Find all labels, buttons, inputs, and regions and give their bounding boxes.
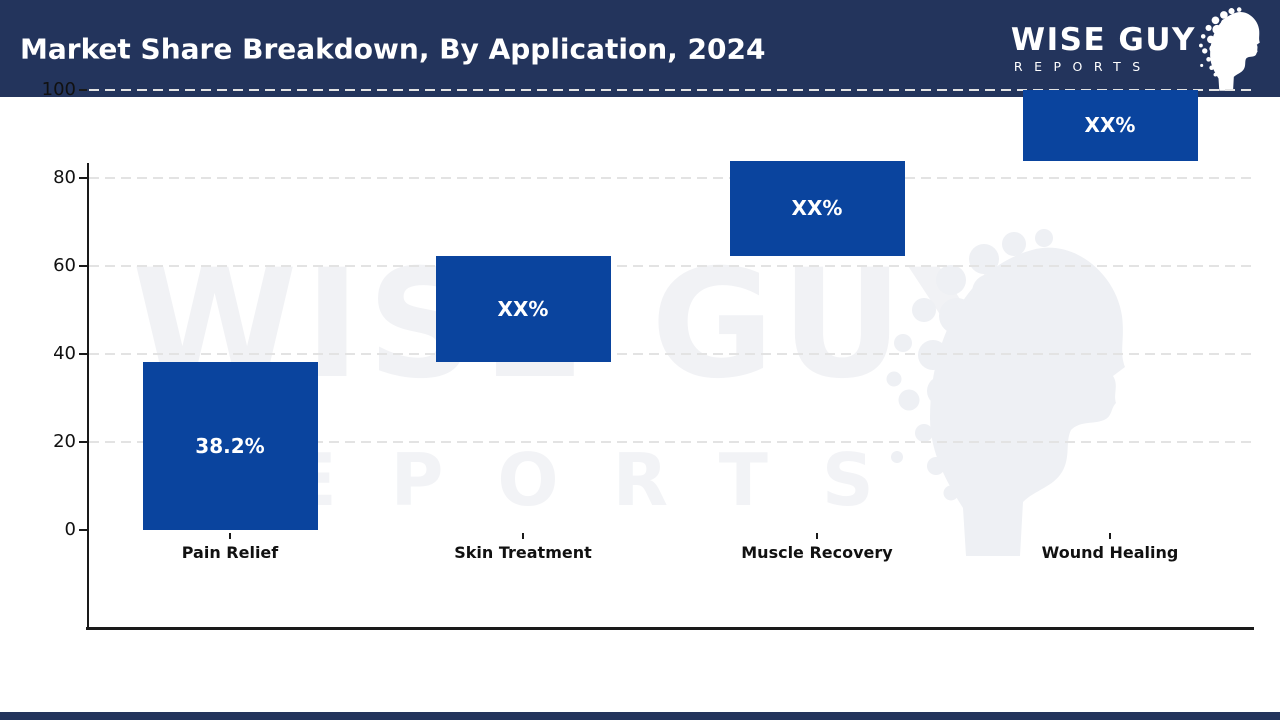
x-tick (1109, 533, 1111, 539)
chart-plot-area: 0 20 40 60 80 100 Pain Relief Skin Treatment Mus… (41, 79, 1253, 562)
y-tick-0 (79, 529, 87, 531)
y-tick-label: 40 (53, 343, 76, 364)
gridline-20 (89, 441, 1253, 443)
page-title: Market Share Breakdown, By Application, … (20, 32, 766, 65)
y-tick-80 (79, 177, 87, 179)
brand-logo: WISE GUY REPORTS (1011, 4, 1270, 94)
footer-bar (0, 712, 1280, 720)
y-tick-label: 20 (53, 431, 76, 452)
x-tick-label: Wound Healing (1041, 543, 1179, 562)
x-tick (229, 533, 231, 539)
x-tick-label: Pain Relief (181, 543, 279, 562)
y-axis-spine (87, 163, 89, 629)
y-tick-label: 80 (53, 167, 76, 188)
brand-logo-line1: WISE GUY (1010, 22, 1196, 59)
dotted-head-icon (1190, 5, 1270, 93)
bar-wound-healing: XX% (1022, 90, 1198, 161)
bar-muscle-recovery: XX% (729, 160, 905, 256)
brand-logo-line2: REPORTS (1013, 58, 1152, 74)
x-axis-spine (86, 627, 1254, 630)
x-tick-label: Skin Treatment (454, 543, 592, 562)
bar-value-label: XX% (791, 196, 843, 221)
y-tick-label: 60 (53, 255, 76, 276)
bar-value-label: 38.2% (195, 433, 265, 458)
x-tick (522, 533, 524, 539)
y-tick-100 (79, 89, 87, 91)
y-tick-label: 0 (64, 519, 76, 540)
gridline-80 (89, 177, 1253, 179)
gridline-100 (89, 89, 1253, 91)
bar-value-label: XX% (1084, 113, 1136, 138)
y-tick-20 (79, 441, 87, 443)
bar-value-label: XX% (497, 296, 549, 321)
brand-logo-text: WISE GUY REPORTS (1011, 24, 1196, 74)
y-tick-label: 100 (41, 79, 76, 100)
gridline-40 (89, 353, 1253, 355)
header-banner: Market Share Breakdown, By Application, … (0, 0, 1280, 97)
x-tick-label: Muscle Recovery (741, 543, 893, 562)
y-tick-40 (79, 353, 87, 355)
bar-skin-treatment: XX% (435, 255, 611, 362)
bar-pain-relief: 38.2% (142, 361, 318, 530)
y-tick-60 (79, 265, 87, 267)
gridline-60 (89, 265, 1253, 267)
x-tick (816, 533, 818, 539)
